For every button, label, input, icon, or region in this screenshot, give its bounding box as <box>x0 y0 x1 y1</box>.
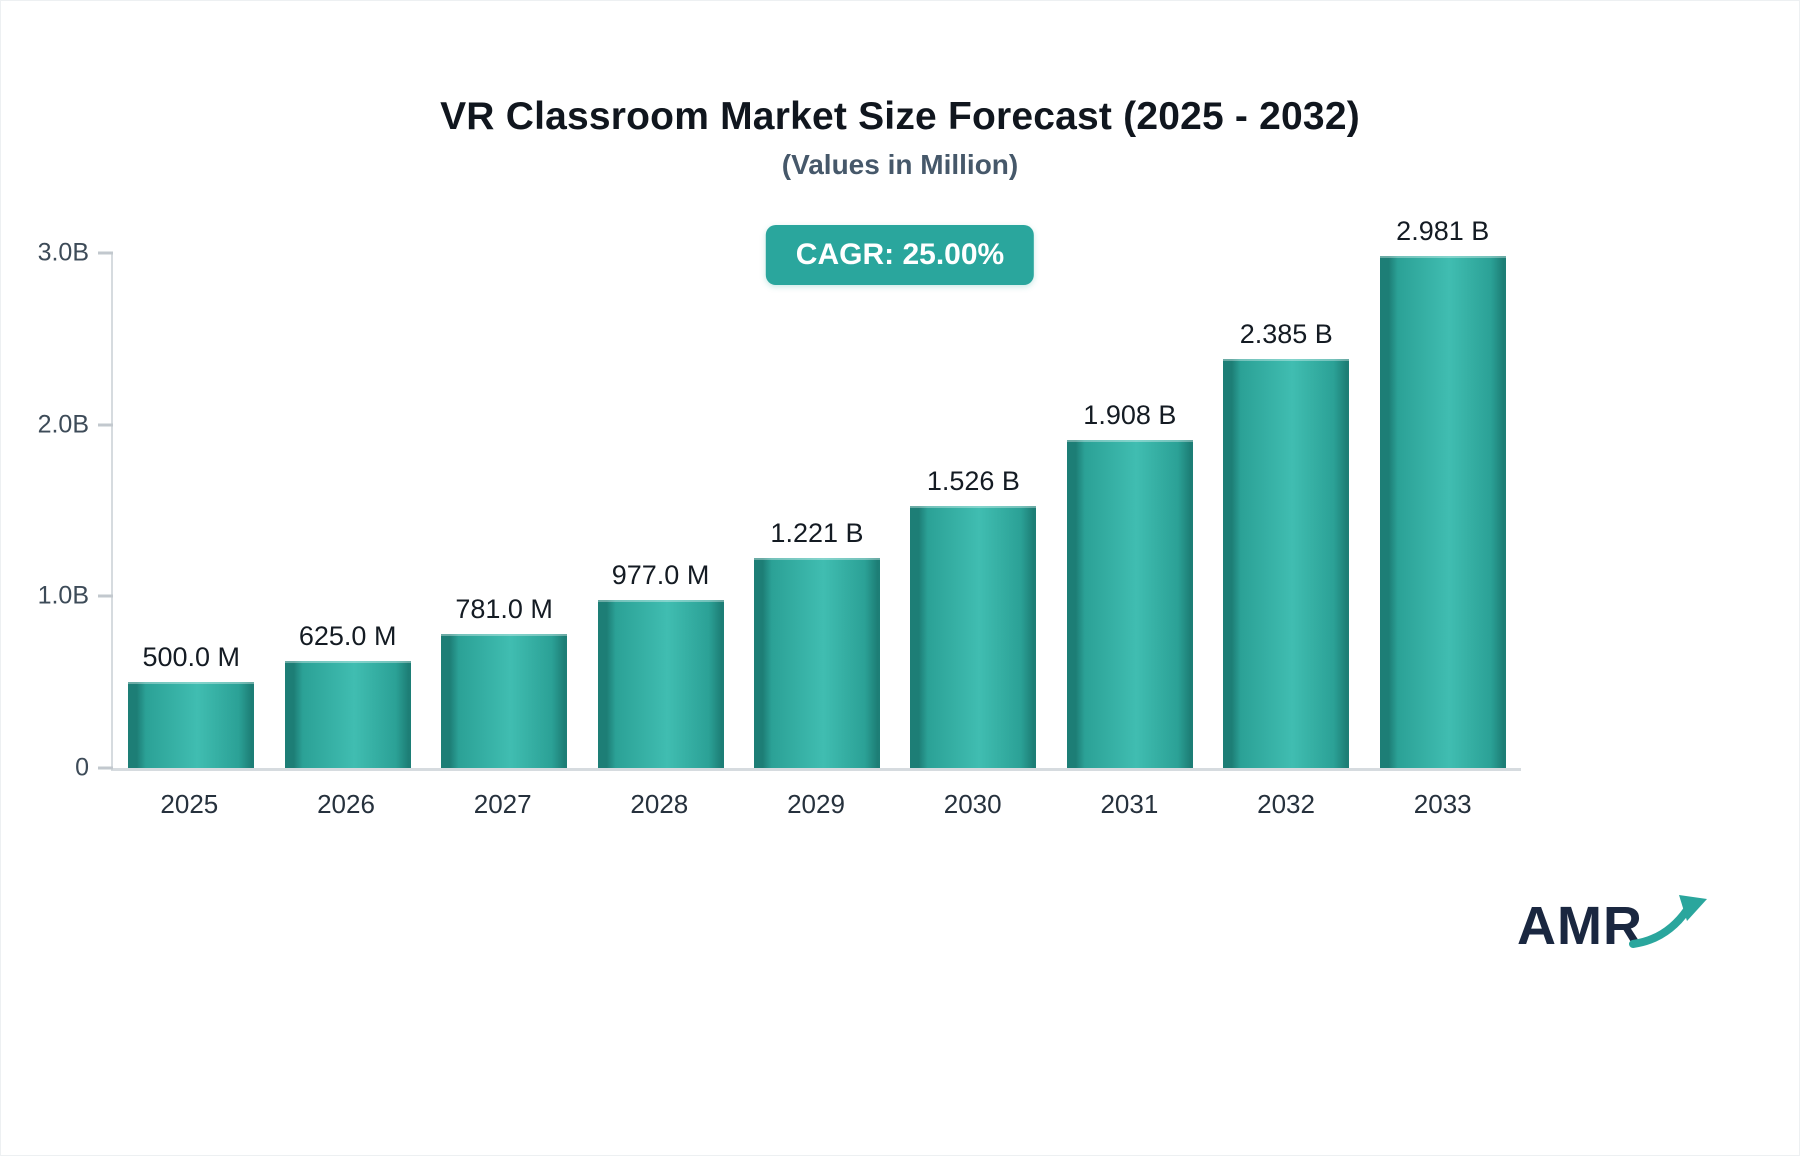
x-axis-labels: 2025 2026 2027 2028 2029 2030 2031 2032 2033 <box>111 789 1521 820</box>
bar-2028 <box>597 600 724 768</box>
cagr-badge: CAGR: 25.00% <box>765 225 1035 285</box>
chart-subtitle: (Values in Million) <box>781 149 1019 180</box>
bar-slot: 2.981 B <box>1365 216 1521 768</box>
bar-slot: 500.0 M <box>113 642 269 768</box>
y-tick: 3.0B <box>37 239 113 268</box>
x-axis-label: 2025 <box>160 789 219 819</box>
growth-arrow-icon <box>1629 895 1707 948</box>
y-tick-mark <box>98 251 113 255</box>
x-axis-label: 2027 <box>473 789 532 819</box>
y-tick-label: 2.0B <box>37 410 89 439</box>
x-axis-label: 2028 <box>630 789 689 819</box>
x-axis-label: 2031 <box>1100 789 1159 819</box>
bar-2031 <box>1066 440 1193 768</box>
x-axis-label: 2033 <box>1413 789 1472 819</box>
bar-2032 <box>1223 359 1350 768</box>
bar-value-label: 2.385 B <box>1239 319 1333 349</box>
y-tick-label: 0 <box>75 753 89 782</box>
y-tick-label: 1.0B <box>37 581 89 610</box>
y-tick-mark <box>98 766 113 770</box>
bar-slot: 1.908 B <box>1052 400 1208 768</box>
bars-container: 500.0 M 625.0 M 781.0 M 977.0 M 1.221 B 1.526… <box>113 216 1521 768</box>
x-axis-label: 2032 <box>1257 789 1315 819</box>
bar-value-label: 500.0 M <box>142 642 240 672</box>
bar-slot: 977.0 M <box>582 560 738 768</box>
amr-logo-text: AMR <box>1517 896 1643 956</box>
bar-2030 <box>910 506 1037 768</box>
bar-value-label: 1.526 B <box>926 466 1020 496</box>
y-tick-label: 3.0B <box>37 238 89 267</box>
bar-value-label: 977.0 M <box>611 560 710 590</box>
bar-2029 <box>753 558 880 768</box>
y-tick: 2.0B <box>37 410 113 439</box>
chart-title: VR Classroom Market Size Forecast (2025 … <box>440 95 1360 138</box>
bar-2033 <box>1379 256 1506 768</box>
bar-slot: 2.385 B <box>1208 319 1364 768</box>
bar-value-label: 781.0 M <box>455 594 553 624</box>
y-tick: 1.0B <box>37 582 113 611</box>
x-axis-label: 2029 <box>787 789 845 819</box>
bar-slot: 1.526 B <box>895 466 1051 768</box>
bar-value-label: 625.0 M <box>298 621 397 651</box>
y-tick: 0 <box>37 754 113 783</box>
bar-2027 <box>441 634 568 768</box>
bar-value-label: 1.908 B <box>1083 400 1177 430</box>
bar-slot: 625.0 M <box>269 621 425 768</box>
bar-slot: 781.0 M <box>426 594 582 768</box>
y-tick-mark <box>98 423 113 427</box>
amr-logo: AMR <box>1517 895 1711 957</box>
bar-2026 <box>284 661 411 768</box>
plot-area: 500.0 M 625.0 M 781.0 M 977.0 M 1.221 B 1.526… <box>38 216 1521 782</box>
x-axis-label: 2030 <box>943 789 1002 819</box>
bar-slot: 1.221 B <box>739 518 895 768</box>
x-axis-label: 2026 <box>317 789 375 819</box>
bar-2025 <box>128 682 255 768</box>
bar-value-label: 2.981 B <box>1396 216 1490 246</box>
bar-value-label: 1.221 B <box>770 518 864 548</box>
y-tick-mark <box>98 594 113 598</box>
